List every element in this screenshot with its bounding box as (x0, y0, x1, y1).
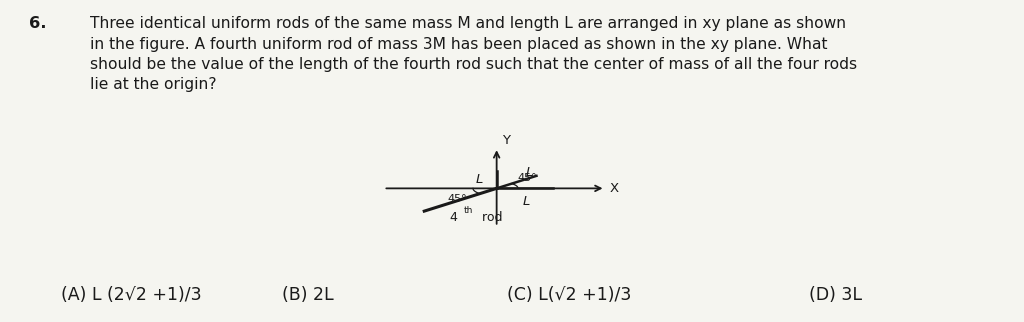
Text: 45°: 45° (447, 194, 467, 204)
Text: (A) L (2√2 +1)/3: (A) L (2√2 +1)/3 (61, 286, 202, 304)
Text: Three identical uniform rods of the same mass M and length L are arranged in xy : Three identical uniform rods of the same… (90, 16, 857, 92)
Text: X: X (610, 182, 618, 195)
Text: L: L (525, 166, 534, 179)
Text: (B) 2L: (B) 2L (282, 286, 333, 304)
Text: 6.: 6. (29, 16, 46, 31)
Text: (C) L(√2 +1)/3: (C) L(√2 +1)/3 (507, 286, 631, 304)
Text: Y: Y (502, 134, 510, 147)
Text: (D) 3L: (D) 3L (809, 286, 862, 304)
Text: rod: rod (478, 211, 503, 223)
Text: 45°: 45° (518, 173, 538, 183)
Text: th: th (464, 206, 473, 215)
Text: 4: 4 (450, 211, 458, 223)
Text: L: L (522, 195, 529, 208)
Text: L: L (476, 173, 483, 186)
